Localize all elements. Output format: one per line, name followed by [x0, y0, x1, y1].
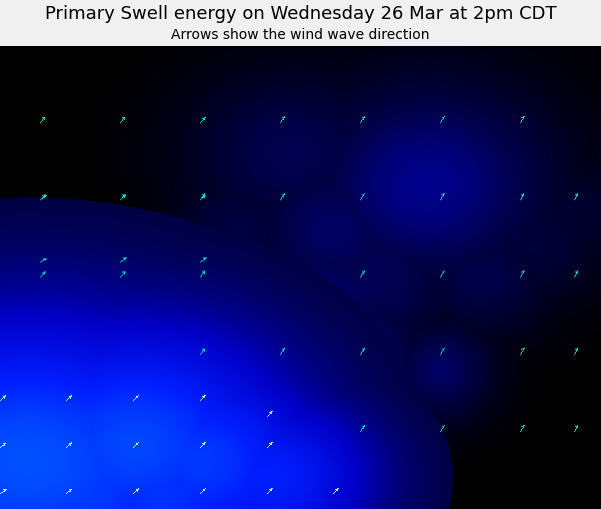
Text: Arrows show the wind wave direction: Arrows show the wind wave direction: [171, 28, 430, 42]
Text: Primary Swell energy on Wednesday 26 Mar at 2pm CDT: Primary Swell energy on Wednesday 26 Mar…: [44, 5, 557, 23]
